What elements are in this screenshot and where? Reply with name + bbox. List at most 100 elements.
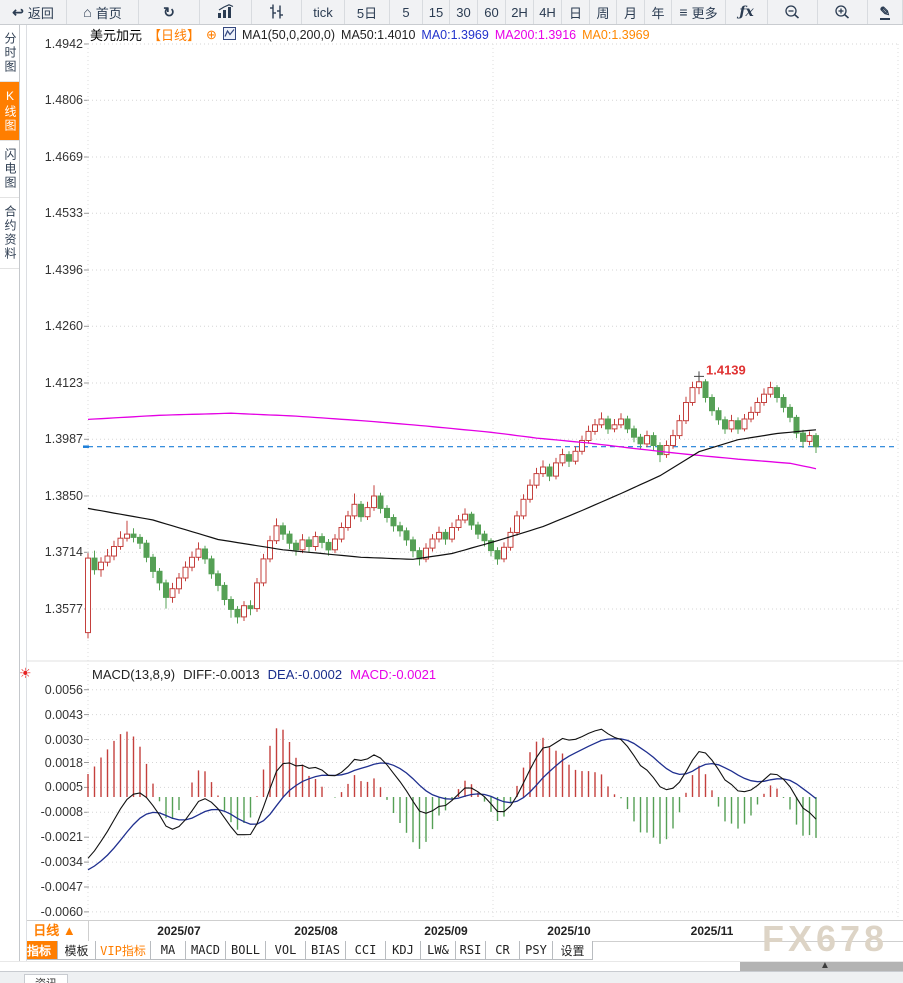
macd-axis-label: 0.0056 xyxy=(44,683,83,697)
toolbar-period-30-label: 30 xyxy=(456,4,471,20)
toolbar-zoom-in-button[interactable] xyxy=(818,0,868,24)
toolbar-period-5d-button[interactable]: 5日 xyxy=(345,0,390,24)
macd-title: MACD(13,8,9) xyxy=(92,667,176,682)
zoom-in-icon xyxy=(834,4,851,21)
zoom-out-icon xyxy=(784,4,801,21)
indicator-tab-设置[interactable]: 设置 xyxy=(553,941,593,960)
price-axis-label: 1.4533 xyxy=(44,206,83,220)
toolbar-period-60-label: 60 xyxy=(484,4,499,20)
indicator-tab-VIP指标[interactable]: VIP指标 xyxy=(96,941,151,960)
toolbar-period-30-button[interactable]: 30 xyxy=(450,0,478,24)
toolbar-tick-label: tick xyxy=(313,4,333,20)
toolbar-more-button[interactable]: ≡ 更多 xyxy=(672,0,726,24)
indicator-tab-BOLL[interactable]: BOLL xyxy=(226,941,266,960)
sidebar-item-分时图[interactable]: 分时图 xyxy=(0,25,19,82)
fx-icon: ƒx xyxy=(739,4,754,20)
ma200-value: MA200:1.3916 xyxy=(494,27,577,42)
indicator-tab-RSI[interactable]: RSI xyxy=(456,941,486,960)
refresh-icon: ↻ xyxy=(163,4,175,20)
toolbar-period-5d-label: 5日 xyxy=(356,5,378,21)
ma-indicator-icon[interactable] xyxy=(222,26,236,43)
macd-axis-label: -0.0008 xyxy=(40,805,83,819)
indicator-tab-BIAS[interactable]: BIAS xyxy=(306,941,346,960)
toolbar-period-month-button[interactable]: 月 xyxy=(617,0,645,24)
toolbar-period-4h-label: 4H xyxy=(539,4,556,20)
toolbar-period-week-button[interactable]: 周 xyxy=(590,0,617,24)
toolbar-period-15-button[interactable]: 15 xyxy=(423,0,450,24)
indicator-tab-模板[interactable]: 模板 xyxy=(58,941,96,960)
ma0-blue-value: MA0:1.3969 xyxy=(421,27,489,42)
toolbar-period-day-label: 日 xyxy=(568,5,582,21)
bar-chart-icon xyxy=(217,3,234,21)
indicator-tab-LW&[interactable]: LW& xyxy=(421,941,456,960)
toolbar-period-5-button[interactable]: 5 xyxy=(390,0,423,24)
price-axis-label: 1.4669 xyxy=(44,150,83,164)
toolbar-draw-button[interactable]: ✎ xyxy=(868,0,903,24)
price-axis-label: 1.4942 xyxy=(44,37,83,51)
horizontal-scrollbar[interactable]: ▲ xyxy=(0,960,903,972)
candle-chart-icon xyxy=(268,4,285,21)
indicator-tab-CR[interactable]: CR xyxy=(486,941,520,960)
toolbar-refresh-button[interactable]: ↻ xyxy=(139,0,200,24)
macd-dea-value: DEA:-0.0002 xyxy=(267,667,343,682)
toolbar-back-button[interactable]: ↩ 返回 xyxy=(0,0,67,24)
indicator-tab-指标[interactable]: 指标 xyxy=(21,941,58,960)
toolbar-period-15-label: 15 xyxy=(428,4,444,20)
macd-axis-label: 0.0043 xyxy=(44,708,83,722)
price-axis-label: 1.4260 xyxy=(44,319,83,333)
collapse-arrow-icon[interactable]: ▲ xyxy=(820,960,830,971)
ma0-orange-value: MA0:1.3969 xyxy=(582,27,650,42)
toolbar-tick-button[interactable]: tick xyxy=(302,0,345,24)
symbol-name: 美元加元 xyxy=(90,28,143,43)
toolbar-period-2h-button[interactable]: 2H xyxy=(506,0,534,24)
news-tab[interactable]: 资讯 xyxy=(24,974,68,983)
toolbar-period-year-button[interactable]: 年 xyxy=(645,0,672,24)
indicator-tab-KDJ[interactable]: KDJ xyxy=(386,941,421,960)
toolbar-fx-button[interactable]: ƒx xyxy=(726,0,768,24)
toolbar-period-day-button[interactable]: 日 xyxy=(562,0,590,24)
toolbar-home-button[interactable]: ⌂ 首页 xyxy=(67,0,139,24)
macd-axis-label: 0.0005 xyxy=(44,780,83,794)
toolbar-period-month-label: 月 xyxy=(623,5,637,21)
price-axis-label: 1.4123 xyxy=(44,376,83,390)
macd-axis-label: -0.0047 xyxy=(40,880,83,894)
indicator-tab-CCI[interactable]: CCI xyxy=(346,941,386,960)
period-selector[interactable]: 日线 ▲ xyxy=(20,921,89,941)
back-icon: ↩ xyxy=(12,4,24,20)
macd-axis-label: -0.0060 xyxy=(40,905,83,919)
macd-axis-label: -0.0034 xyxy=(40,855,83,869)
scrollbar-thumb[interactable]: ▲ xyxy=(740,960,903,972)
toolbar-more-label: 更多 xyxy=(691,5,718,21)
sidebar-item-K线图[interactable]: K线图 xyxy=(0,82,19,141)
toolbar-period-4h-button[interactable]: 4H xyxy=(534,0,562,24)
sidebar-item-合约资料[interactable]: 合约资料 xyxy=(0,198,19,269)
month-label: 2025/11 xyxy=(690,924,734,938)
toolbar-home-label: 首页 xyxy=(95,5,122,21)
price-axis-label: 1.3577 xyxy=(44,602,83,616)
indicator-tab-VOL[interactable]: VOL xyxy=(266,941,306,960)
toolbar-candle-chart-button[interactable] xyxy=(252,0,302,24)
macd-header: MACD(13,8,9) DIFF:-0.0013 DEA:-0.0002 MA… xyxy=(92,667,436,682)
toolbar-period-year-label: 年 xyxy=(651,5,665,21)
add-indicator-icon[interactable]: ⊕ xyxy=(206,27,217,42)
sidebar-item-闪电图[interactable]: 闪电图 xyxy=(0,141,19,198)
indicator-tab-PSY[interactable]: PSY xyxy=(520,941,553,960)
indicator-tab-bar: 指标 模板 VIP指标 MA MACD BOLL VOL BIAS CCI KDJ LW& RSI CR… xyxy=(20,941,593,961)
price-axis-label: 1.4806 xyxy=(44,93,83,107)
month-label: 2025/10 xyxy=(547,924,591,938)
macd-axis-label: 0.0030 xyxy=(44,733,83,747)
ma-settings-label: MA1(50,0,200,0) xyxy=(241,27,336,42)
toolbar-bar-chart-button[interactable] xyxy=(200,0,252,24)
ma50-value: MA50:1.4010 xyxy=(341,27,416,42)
toolbar-zoom-out-button[interactable] xyxy=(768,0,818,24)
status-bar: 资讯 xyxy=(0,971,903,983)
toolbar-period-60-button[interactable]: 60 xyxy=(478,0,506,24)
month-label: 2025/07 xyxy=(157,924,201,938)
top-toolbar: ↩ 返回 ⌂ 首页 ↻ tick 5日 5 15 30 60 2H 4H 日周月年 ≡ 更多 ƒx ✎ xyxy=(0,0,903,25)
indicator-settings-icon[interactable]: ☀ xyxy=(19,665,32,681)
indicator-tab-MA[interactable]: MA xyxy=(151,941,186,960)
indicator-tab-MACD[interactable]: MACD xyxy=(186,941,226,960)
draw-icon: ✎ xyxy=(879,3,891,20)
chart-canvas[interactable]: 1.4139 xyxy=(0,0,903,920)
